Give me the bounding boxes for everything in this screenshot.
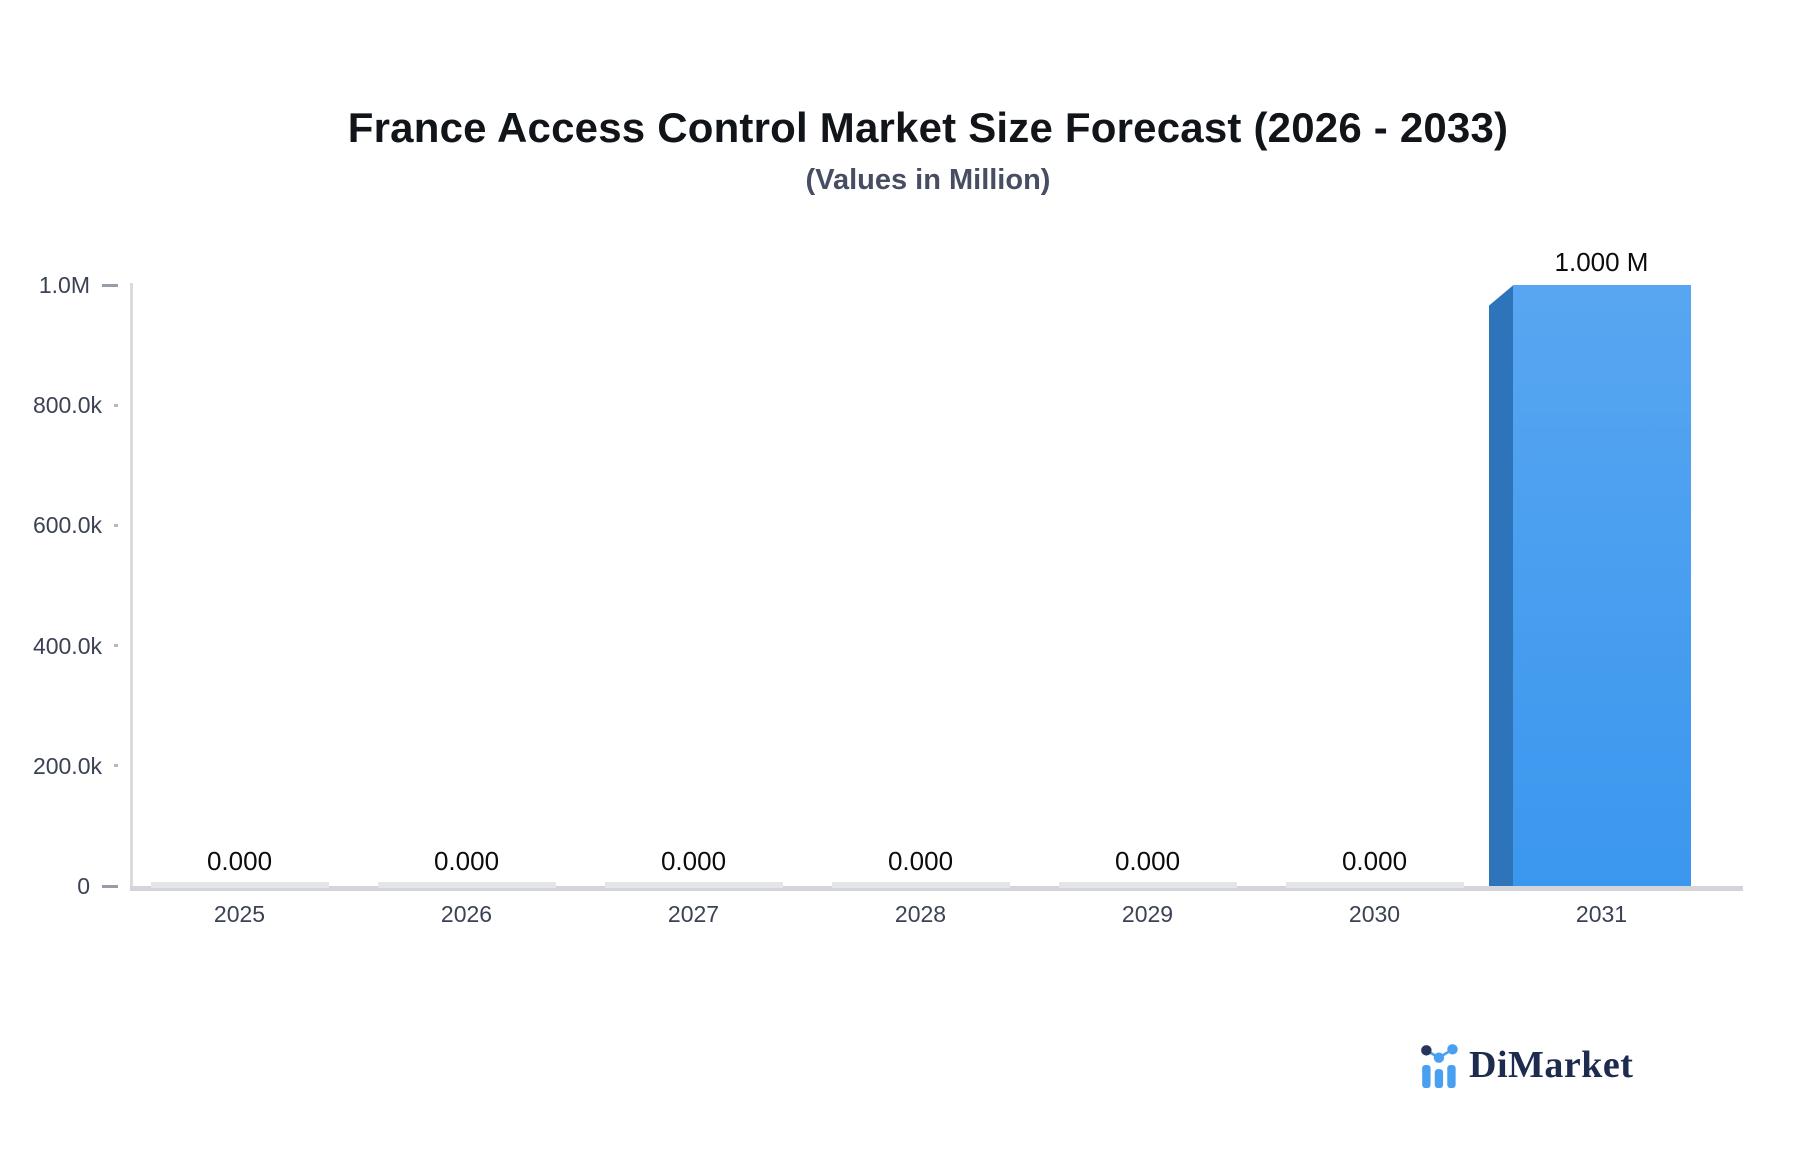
chart-title: France Access Control Market Size Foreca… <box>347 104 1509 151</box>
y-tick-mark <box>114 403 118 407</box>
bar-value-label: 0.000 <box>433 846 500 876</box>
bar-value-label: 0.000 <box>660 846 727 876</box>
bar-value-label: 0.000 <box>1114 846 1181 876</box>
dimarket-logo: DiMarket <box>1420 1042 1633 1088</box>
y-tick-mark <box>102 283 118 287</box>
y-tick-label: 600.0k <box>32 512 102 539</box>
zero-bar[interactable] <box>377 882 556 888</box>
x-tick-label: 2030 <box>1348 901 1401 927</box>
y-tick-label: 400.0k <box>32 632 102 659</box>
y-axis-line <box>130 283 133 889</box>
x-axis-baseline <box>130 886 1743 891</box>
bar[interactable] <box>1488 285 1691 886</box>
zero-bar[interactable] <box>831 882 1010 888</box>
x-tick-label: 2031 <box>1575 901 1628 927</box>
bar-value-label: 0.000 <box>887 846 954 876</box>
bar-value-label: 1.000 M <box>1554 247 1649 277</box>
bar-column-2025: 0.000 2025 <box>126 285 353 927</box>
bar-value-label: 0.000 <box>1341 846 1408 876</box>
y-tick-row: 800.0k <box>33 392 118 418</box>
plot-area: 0.000 2025 0.000 2026 0.000 2027 0.000 2028 0.00… <box>126 247 1715 927</box>
y-tick-row: 400.0k <box>33 633 118 659</box>
zero-bar[interactable] <box>1285 882 1464 888</box>
y-tick-mark <box>114 523 118 527</box>
bar-value-label: 0.000 <box>206 846 273 876</box>
bar-column-2031: 1.000 M 2031 <box>1488 247 1715 927</box>
x-tick-label: 2026 <box>440 901 493 927</box>
zero-bar[interactable] <box>1058 882 1237 888</box>
x-tick-label: 2025 <box>213 901 266 927</box>
zero-bar[interactable] <box>604 882 783 888</box>
y-tick-row: 200.0k <box>33 753 118 779</box>
bar-column-2026: 0.000 2026 <box>353 285 580 927</box>
bar-3d-side <box>1488 285 1514 886</box>
y-tick-row: 600.0k <box>33 512 118 538</box>
zero-bar[interactable] <box>150 882 329 888</box>
y-tick-label: 200.0k <box>32 752 102 779</box>
y-tick-row: 1.0M <box>39 272 118 298</box>
y-tick-label: 0 <box>77 873 90 899</box>
bar-face <box>1512 285 1691 886</box>
bar-column-2029: 0.000 2029 <box>1034 285 1261 927</box>
bar-column-2028: 0.000 2028 <box>807 285 1034 927</box>
bar-column-2027: 0.000 2027 <box>580 285 807 927</box>
y-tick-mark <box>114 764 118 768</box>
bar-line-chart-icon <box>1421 1044 1458 1088</box>
x-tick-label: 2027 <box>667 901 720 927</box>
chart-subtitle: (Values in Million) <box>805 164 1051 196</box>
bar-column-2030: 0.000 2030 <box>1261 285 1488 927</box>
y-tick-label: 800.0k <box>32 392 102 419</box>
x-tick-label: 2028 <box>894 901 947 927</box>
x-tick-label: 2029 <box>1121 901 1174 927</box>
y-tick-mark <box>114 644 118 648</box>
y-tick-mark <box>102 884 118 888</box>
y-tick-label: 1.0M <box>38 272 90 298</box>
logo-text: DiMarket <box>1469 1044 1634 1086</box>
y-tick-row: 0 <box>77 873 118 899</box>
